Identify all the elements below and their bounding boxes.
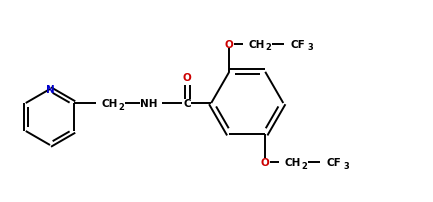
Text: C: C xyxy=(184,99,191,108)
Text: CF: CF xyxy=(327,157,342,167)
Text: CF: CF xyxy=(291,40,306,49)
Text: 2: 2 xyxy=(265,43,271,52)
Text: CH: CH xyxy=(248,40,265,49)
Text: 3: 3 xyxy=(307,43,313,52)
Text: 3: 3 xyxy=(343,161,349,170)
Text: 2: 2 xyxy=(301,161,307,170)
Text: O: O xyxy=(261,157,270,167)
Text: O: O xyxy=(183,73,192,83)
Text: NH: NH xyxy=(140,99,158,108)
Text: N: N xyxy=(45,85,55,95)
Text: CH: CH xyxy=(101,99,117,108)
Text: 2: 2 xyxy=(118,102,124,111)
Text: O: O xyxy=(225,40,234,49)
Text: CH: CH xyxy=(284,157,301,167)
